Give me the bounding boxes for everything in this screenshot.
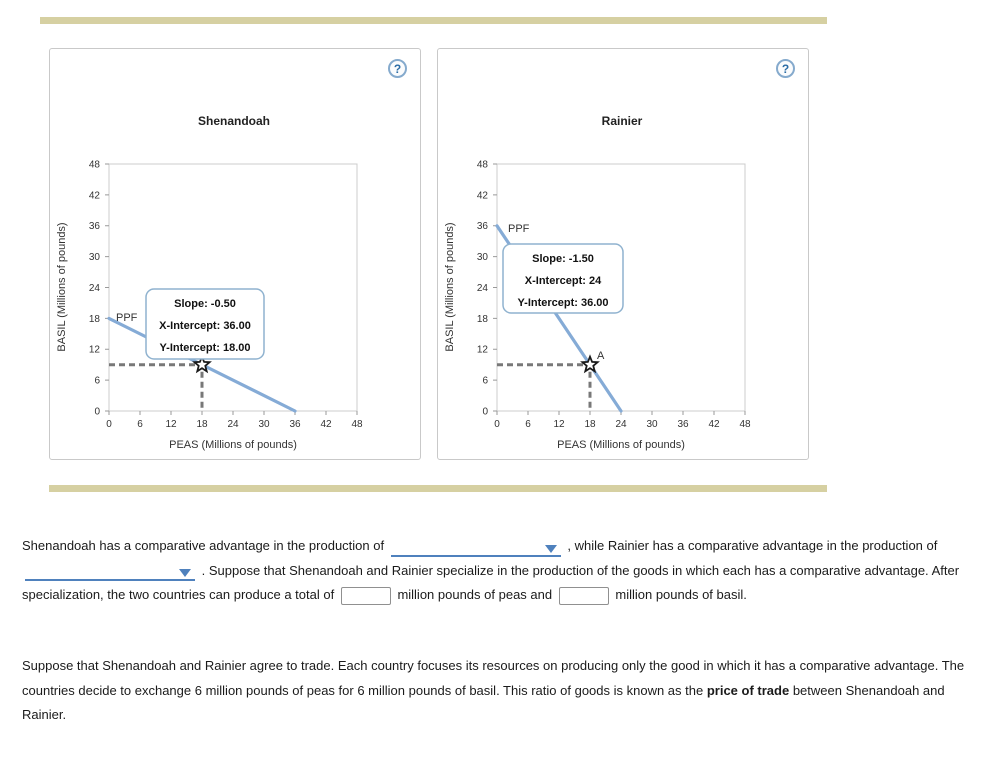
- y-tick-label: 0: [94, 407, 100, 418]
- y-tick-label: 48: [477, 160, 489, 171]
- question-part2: , while Rainier has a comparative advant…: [567, 538, 938, 553]
- tooltip-x-intercept: X-Intercept: 36.00: [159, 320, 251, 332]
- help-icon[interactable]: ?: [388, 59, 407, 78]
- x-tick-label: 24: [227, 419, 239, 430]
- ppf-label: PPF: [116, 312, 138, 324]
- x-tick-label: 24: [615, 419, 627, 430]
- dropdown-arrow-icon: [544, 544, 557, 553]
- y-tick-label: 42: [89, 190, 101, 201]
- y-tick-label: 12: [477, 345, 489, 356]
- x-tick-label: 0: [494, 419, 500, 430]
- question-part3: . Suppose that Shenandoah and Rainier sp…: [22, 562, 960, 603]
- x-tick-label: 42: [708, 419, 720, 430]
- tooltip-y-intercept: Y-Intercept: 36.00: [517, 297, 608, 309]
- slope-tooltip: Slope: -0.50 X-Intercept: 36.00 Y-Interc…: [145, 288, 265, 360]
- x-tick-label: 6: [525, 419, 531, 430]
- top-divider-bar: [40, 17, 827, 24]
- y-tick-label: 36: [89, 221, 101, 232]
- x-tick-label: 36: [677, 419, 689, 430]
- x-tick-label: 30: [646, 419, 658, 430]
- total-basil-input[interactable]: [558, 586, 609, 605]
- y-tick-label: 24: [89, 283, 101, 294]
- y-tick-label: 48: [89, 160, 101, 171]
- trade-paragraph: Suppose that Shenandoah and Rainier agre…: [22, 654, 980, 728]
- rainier-advantage-dropdown[interactable]: [25, 565, 195, 581]
- x-tick-label: 48: [739, 419, 751, 430]
- y-axis-title: BASIL (Millions of pounds): [56, 222, 68, 351]
- price-of-trade-term: price of trade: [706, 682, 790, 698]
- total-peas-input[interactable]: [340, 586, 391, 605]
- y-tick-label: 18: [477, 314, 489, 325]
- plot-area: [108, 163, 358, 412]
- axis-ticks: [105, 163, 358, 415]
- x-axis-title: PEAS (Millions of pounds): [557, 439, 685, 451]
- y-tick-label: 0: [482, 407, 488, 418]
- chart-panel-rainier: ? Rainier 48 42 36 30 24 18 12 6 0 0 6 1…: [437, 48, 809, 460]
- ppf-chart-rainier: Rainier 48 42 36 30 24 18 12 6 0 0 6 12 …: [444, 114, 751, 451]
- x-axis-title: PEAS (Millions of pounds): [169, 439, 297, 451]
- point-marker-star[interactable]: [192, 354, 212, 374]
- y-tick-label: 30: [89, 252, 101, 263]
- x-tick-label: 18: [196, 419, 208, 430]
- question-part5: million pounds of basil.: [615, 587, 747, 602]
- x-tick-label: 42: [320, 419, 332, 430]
- point-guide-lines: [497, 363, 592, 411]
- dropdown-arrow-icon: [179, 569, 191, 577]
- y-axis-title: BASIL (Millions of pounds): [444, 222, 456, 351]
- y-tick-label: 6: [482, 376, 488, 387]
- x-tick-label: 6: [137, 419, 143, 430]
- shenandoah-advantage-dropdown[interactable]: [390, 541, 561, 557]
- trade-text-before: Suppose that Shenandoah and Rainier agre…: [22, 658, 965, 698]
- ppf-label: PPF: [508, 223, 530, 235]
- tooltip-x-intercept: X-Intercept: 24: [525, 275, 602, 287]
- chart-title: Rainier: [602, 114, 643, 128]
- y-tick-label: 30: [477, 252, 489, 263]
- x-tick-label: 0: [106, 419, 112, 430]
- question-part4: million pounds of peas and: [397, 587, 553, 602]
- point-marker-star[interactable]: [580, 354, 600, 374]
- tooltip-slope: Slope: -0.50: [174, 298, 236, 310]
- y-tick-label: 36: [477, 221, 489, 232]
- fill-in-question: Shenandoah has a comparative advantage i…: [22, 534, 980, 608]
- x-tick-label: 18: [584, 419, 596, 430]
- y-tick-label: 24: [477, 283, 489, 294]
- x-tick-label: 12: [553, 419, 565, 430]
- y-tick-label: 42: [477, 190, 489, 201]
- y-tick-label: 12: [89, 345, 101, 356]
- trade-text-after: between Shenandoah and Rainier.: [22, 682, 945, 723]
- axis-ticks: [493, 163, 746, 415]
- slope-tooltip: Slope: -1.50 X-Intercept: 24 Y-Intercept…: [502, 243, 624, 314]
- x-tick-label: 30: [258, 419, 270, 430]
- tooltip-slope: Slope: -1.50: [532, 253, 594, 265]
- ppf-chart-shenandoah: Shenandoah 48 42 36 30 24 18 12 6 0 0 6 …: [56, 114, 363, 451]
- point-label: A: [597, 350, 605, 362]
- y-tick-label: 6: [94, 376, 100, 387]
- y-tick-label: 18: [89, 314, 101, 325]
- x-tick-label: 12: [165, 419, 177, 430]
- chart-panel-shenandoah: ? Shenandoah 48 42 36 30 24 18 12 6 0 0 …: [49, 48, 421, 460]
- chart-title: Shenandoah: [198, 114, 270, 128]
- x-tick-label: 36: [289, 419, 301, 430]
- tooltip-y-intercept: Y-Intercept: 18.00: [159, 342, 250, 354]
- point-guide-lines: [109, 363, 204, 411]
- help-icon[interactable]: ?: [776, 59, 795, 78]
- question-part1: Shenandoah has a comparative advantage i…: [22, 538, 385, 553]
- middle-divider-bar: [49, 485, 827, 492]
- x-tick-label: 48: [351, 419, 363, 430]
